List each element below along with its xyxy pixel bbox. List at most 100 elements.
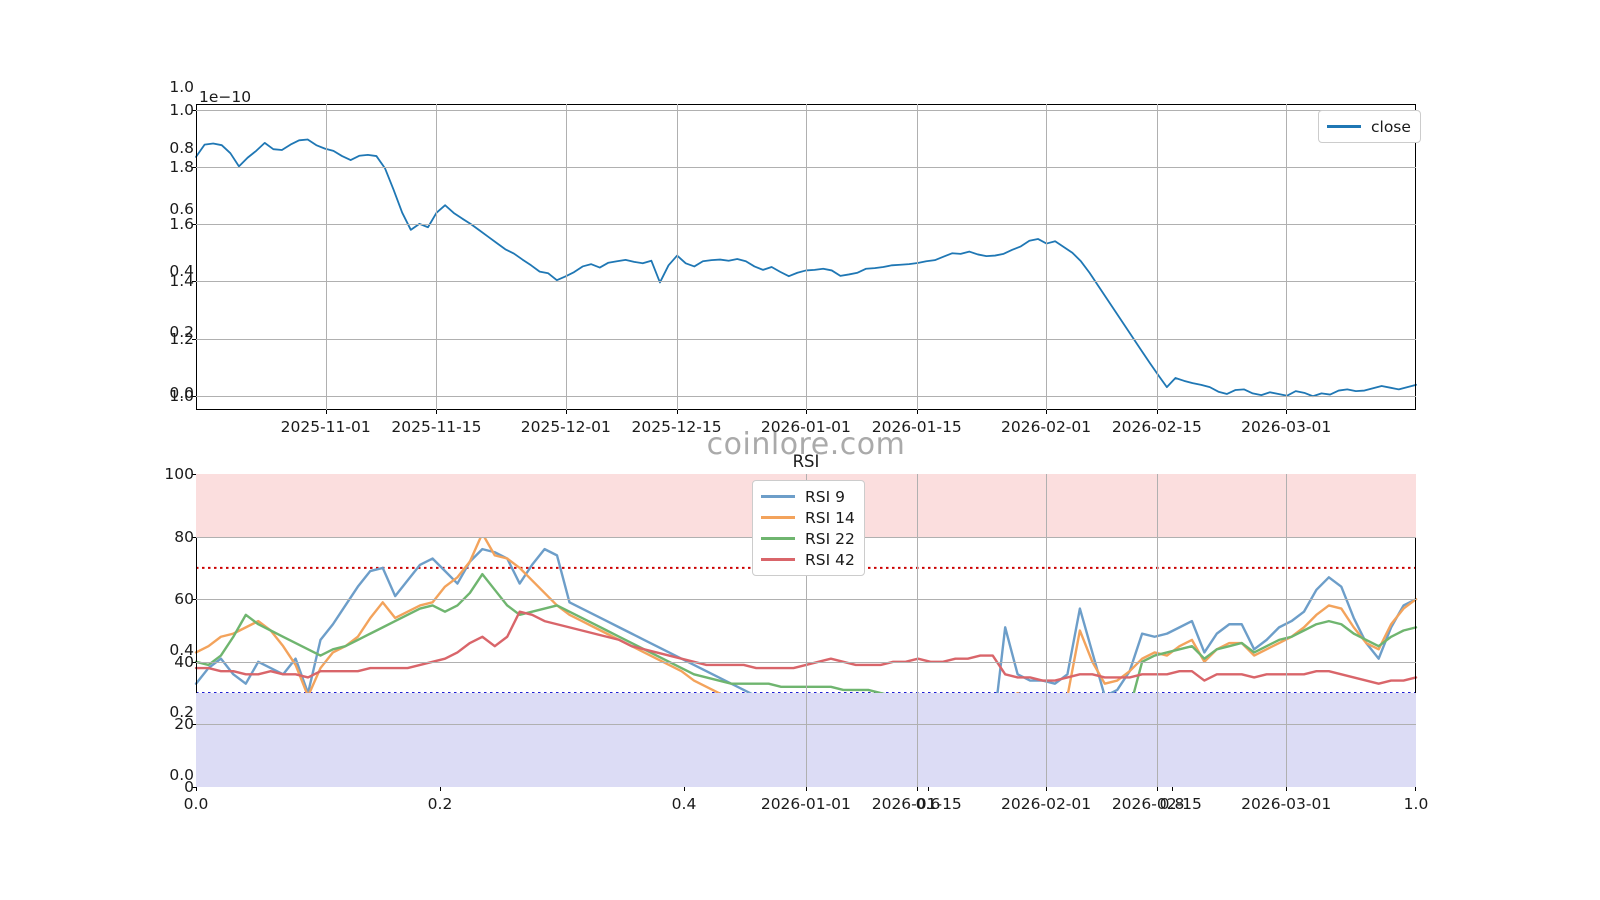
price-xtick-mark xyxy=(916,410,918,414)
legend-item[interactable]: RSI 22 xyxy=(761,528,855,549)
price-secondary-ytick-label: 0.8 xyxy=(169,139,194,158)
price-xtick-label: 2026-01-15 xyxy=(871,418,962,436)
rsi-ytick-label: 60 xyxy=(174,590,194,609)
price-xtick-mark xyxy=(676,410,678,414)
price-secondary-ytick-label: 0.2 xyxy=(169,322,194,341)
price-xtick-label: 2025-11-15 xyxy=(391,418,482,436)
price-axis-offset-text: 1e−10 xyxy=(199,88,252,106)
rsi-xtick-mark xyxy=(1046,787,1048,791)
price-xtick-label: 2025-12-15 xyxy=(631,418,722,436)
rsi-ytick-mark xyxy=(192,787,196,788)
legend-line-swatch xyxy=(761,537,795,540)
price-xtick-mark xyxy=(1286,410,1288,414)
rsi-secondary-xtick-label: 0.0 xyxy=(183,795,209,813)
rsi-ytick-mark xyxy=(192,599,196,601)
price-gridline-v xyxy=(1156,104,1158,410)
legend-label: RSI 42 xyxy=(805,550,855,569)
price-gridline-v xyxy=(565,104,567,410)
legend-line-swatch xyxy=(761,558,795,561)
rsi-gridline-v xyxy=(1046,474,1048,787)
legend-item[interactable]: RSI 9 xyxy=(761,486,855,507)
price-xtick-label: 2025-11-01 xyxy=(280,418,371,436)
price-gridline-v xyxy=(916,104,918,410)
price-ytick-mark xyxy=(192,395,196,397)
legend-label: RSI 9 xyxy=(805,487,845,506)
legend-line-swatch xyxy=(761,516,795,519)
rsi-xtick-mark xyxy=(1286,787,1288,791)
legend-line-swatch xyxy=(1327,125,1361,128)
price-gridline-v xyxy=(1286,104,1288,410)
price-gridline-v xyxy=(805,104,807,410)
price-ytick-label: 1.0 xyxy=(169,100,194,119)
legend-label: RSI 22 xyxy=(805,529,855,548)
price-secondary-ytick-label: 1.0 xyxy=(169,78,194,96)
rsi-xtick-label: 2026-03-01 xyxy=(1241,795,1332,813)
rsi-gridline-v xyxy=(1286,474,1288,787)
rsi-secondary-xtick-mark xyxy=(440,787,441,791)
rsi-secondary-ytick-label: 0.2 xyxy=(169,703,194,722)
price-chart-legend[interactable]: close xyxy=(1318,110,1421,143)
rsi-gridline-v xyxy=(805,474,807,787)
price-xtick-mark xyxy=(805,410,807,414)
price-xtick-label: 2026-02-01 xyxy=(1001,418,1092,436)
rsi-secondary-xtick-label: 0.4 xyxy=(671,795,697,813)
price-xtick-label: 2026-01-01 xyxy=(760,418,851,436)
rsi-ytick-mark xyxy=(192,724,196,726)
price-ytick-label: 1.8 xyxy=(169,157,194,176)
rsi-ytick-mark xyxy=(192,661,196,663)
price-gridline-v xyxy=(436,104,438,410)
rsi-chart-legend[interactable]: RSI 9 RSI 14 RSI 22 RSI 42 xyxy=(752,480,865,576)
rsi-xtick-label: 2026-01-01 xyxy=(760,795,851,813)
price-secondary-ytick-label: 0.6 xyxy=(169,200,194,219)
rsi-ytick-label: 100 xyxy=(164,465,194,483)
price-secondary-ytick-label: 0.4 xyxy=(169,261,194,280)
price-ytick-label: 1.2 xyxy=(169,329,194,348)
rsi-chart-title: RSI xyxy=(792,452,820,471)
price-ytick-mark xyxy=(192,338,196,340)
rsi-ytick-label: 20 xyxy=(174,715,194,734)
rsi-secondary-ytick-label: 0.4 xyxy=(169,640,194,659)
rsi-secondary-xtick-label: 0.2 xyxy=(427,795,453,813)
rsi-secondary-ytick-label: 0.0 xyxy=(169,766,194,784)
rsi-secondary-xtick-label: 0.6 xyxy=(915,795,941,813)
price-ytick-label: 1.6 xyxy=(169,215,194,234)
price-xtick-mark xyxy=(1046,410,1048,414)
price-ytick-label: 1.0 xyxy=(169,386,194,405)
rsi-xtick-mark xyxy=(805,787,807,791)
rsi-xtick-mark xyxy=(916,787,918,791)
legend-label: RSI 14 xyxy=(805,508,855,527)
price-secondary-ytick-label: 0.0 xyxy=(169,384,194,402)
price-xtick-mark xyxy=(325,410,327,414)
rsi-secondary-xtick-mark xyxy=(928,787,929,791)
rsi-xtick-label: 2026-02-01 xyxy=(1001,795,1092,813)
price-ytick-mark xyxy=(192,109,196,111)
price-xtick-mark xyxy=(436,410,438,414)
rsi-secondary-xtick-label: 1.0 xyxy=(1403,795,1429,813)
rsi-xtick-label: 2026-01-15 xyxy=(871,795,962,813)
price-xtick-label: 2026-02-15 xyxy=(1111,418,1202,436)
price-gridline-v xyxy=(1046,104,1048,410)
rsi-ytick-label: 40 xyxy=(174,652,194,671)
price-ytick-mark xyxy=(192,281,196,283)
legend-item[interactable]: RSI 42 xyxy=(761,549,855,570)
legend-item[interactable]: close xyxy=(1327,116,1411,137)
rsi-ytick-mark xyxy=(192,474,196,475)
price-ytick-label: 1.4 xyxy=(169,272,194,291)
rsi-ytick-label: 80 xyxy=(174,527,194,546)
rsi-gridline-v xyxy=(916,474,918,787)
price-ytick-mark xyxy=(192,166,196,168)
price-xtick-label: 2025-12-01 xyxy=(520,418,611,436)
rsi-xtick-label: 2026-02-15 xyxy=(1111,795,1202,813)
legend-line-swatch xyxy=(761,495,795,498)
rsi-xtick-mark xyxy=(1156,787,1158,791)
price-xtick-label: 2026-03-01 xyxy=(1241,418,1332,436)
price-xtick-mark xyxy=(565,410,567,414)
price-chart-axes xyxy=(192,104,1417,414)
rsi-secondary-xtick-mark xyxy=(196,787,197,791)
rsi-ytick-mark xyxy=(192,536,196,538)
rsi-secondary-xtick-label: 0.8 xyxy=(1159,795,1185,813)
price-gridline-v xyxy=(325,104,327,410)
legend-item[interactable]: RSI 14 xyxy=(761,507,855,528)
rsi-secondary-xtick-mark xyxy=(1172,787,1173,791)
